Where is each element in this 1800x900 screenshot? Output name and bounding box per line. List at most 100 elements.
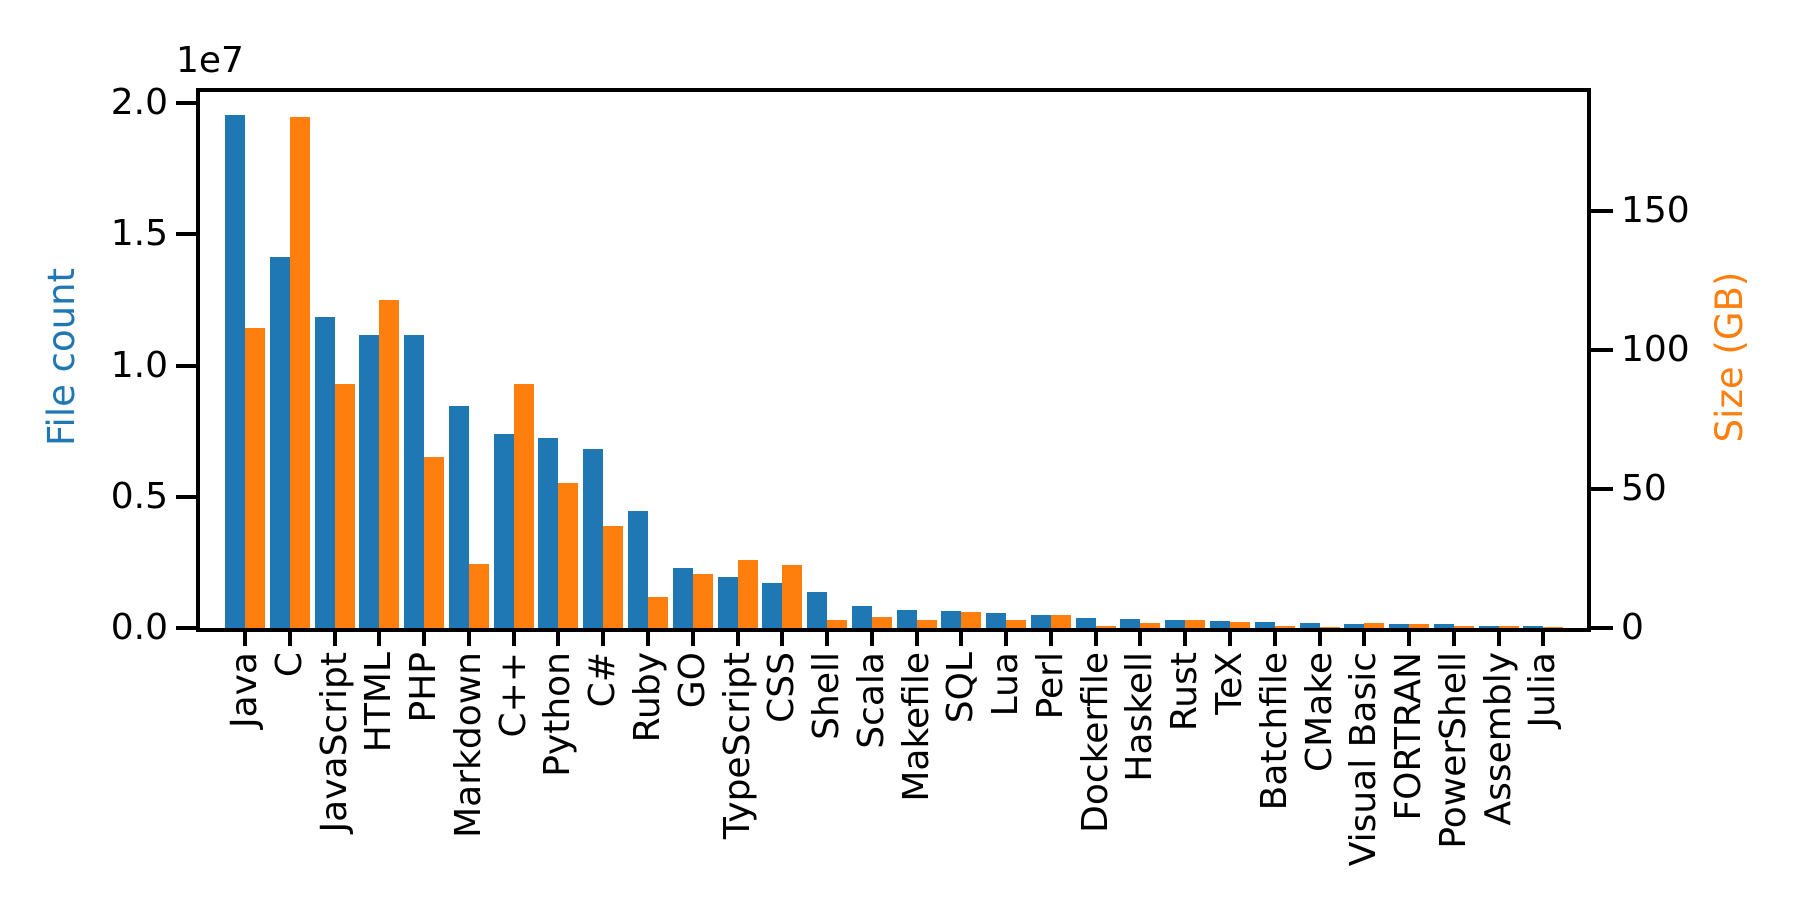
x-tick-lua [1004, 632, 1009, 646]
bar-size-gb-php [424, 457, 445, 628]
bar-file-count-makefile [896, 610, 917, 628]
bar-file-count-c- [583, 449, 604, 628]
y-tick-label-right-2: 100 [1621, 328, 1690, 370]
bar-file-count-html [359, 335, 380, 628]
x-tick-label-c-: C++ [492, 652, 534, 738]
bar-file-count-javascript [314, 317, 335, 628]
y-tick-label-left-2: 1.0 [110, 344, 168, 386]
x-tick-javascript [332, 632, 337, 646]
x-tick-label-scala: Scala [850, 652, 892, 749]
x-tick-assembly [1496, 632, 1501, 646]
bar-file-count-assembly [1478, 626, 1499, 628]
x-tick-haskell [1138, 632, 1143, 646]
x-tick-css [780, 632, 785, 646]
y-tick-right-1 [1589, 486, 1613, 491]
bar-file-count-perl [1030, 615, 1051, 628]
x-tick-label-javascript: JavaScript [313, 652, 355, 833]
x-tick-label-go: GO [671, 652, 713, 709]
bar-size-gb-html [379, 300, 400, 628]
bar-size-gb-cmake [1319, 627, 1340, 628]
x-tick-tex [1227, 632, 1232, 646]
bar-size-gb-java [245, 328, 265, 628]
bar-size-gb-julia [1543, 627, 1564, 628]
bar-file-count-lua [986, 613, 1007, 628]
x-tick-php [422, 632, 427, 646]
bar-file-count-c [269, 257, 290, 628]
bar-size-gb-dockerfile [1095, 626, 1116, 628]
x-tick-markdown [466, 632, 471, 646]
bar-size-gb-c- [513, 384, 534, 628]
x-tick-label-fortran: FORTRAN [1388, 652, 1429, 821]
bar-size-gb-shell [827, 620, 847, 628]
bar-file-count-go [672, 568, 693, 628]
bar-file-count-css [762, 583, 783, 628]
x-tick-label-lua: Lua [985, 652, 1027, 717]
x-tick-fortran [1407, 632, 1411, 646]
x-tick-label-php: PHP [403, 652, 445, 723]
x-tick-label-assembly: Assembly [1477, 652, 1519, 826]
x-tick-label-html: HTML [358, 652, 400, 753]
x-tick-ruby [645, 632, 650, 646]
x-tick-typescript [735, 632, 740, 646]
bar-size-gb-perl [1050, 615, 1071, 628]
bar-size-gb-fortran [1409, 624, 1429, 628]
bar-file-count-batchfile [1254, 622, 1275, 628]
x-tick-label-markdown: Markdown [447, 652, 489, 838]
y-tick-label-left-4: 2.0 [110, 82, 168, 123]
x-tick-batchfile [1272, 632, 1277, 646]
x-tick-html [377, 632, 382, 646]
y-tick-left-1 [176, 494, 200, 499]
y-tick-label-right-1: 50 [1621, 467, 1667, 509]
bar-file-count-cmake [1299, 623, 1320, 628]
y-tick-right-3 [1589, 208, 1613, 213]
x-tick-c [287, 632, 292, 646]
y-tick-label-left-0: 0.0 [110, 607, 168, 648]
x-tick-python [556, 632, 561, 646]
x-tick-label-julia: Julia [1522, 652, 1564, 728]
bar-size-gb-visual-basic [1364, 623, 1385, 628]
x-tick-cmake [1317, 632, 1322, 646]
bar-file-count-shell [807, 592, 827, 628]
x-tick-label-ruby: Ruby [626, 652, 668, 743]
x-tick-c- [511, 632, 516, 646]
bar-file-count-c- [493, 434, 514, 628]
y-tick-label-right-0: 0 [1621, 607, 1644, 648]
y-axis-offset-text: 1e7 [176, 40, 244, 81]
x-tick-sql [959, 632, 964, 646]
y-tick-left-2 [176, 363, 200, 368]
x-tick-dockerfile [1093, 632, 1098, 646]
bar-size-gb-makefile [916, 620, 937, 628]
y-tick-right-0 [1589, 626, 1613, 630]
bar-size-gb-ruby [647, 597, 668, 628]
y-tick-left-0 [176, 626, 200, 630]
bar-size-gb-batchfile [1274, 626, 1295, 628]
bar-size-gb-tex [1229, 622, 1250, 628]
x-tick-label-typescript: TypeScript [716, 652, 758, 840]
bar-size-gb-sql [961, 612, 982, 628]
bar-size-gb-rust [1185, 620, 1206, 628]
x-tick-go [690, 632, 695, 646]
bar-file-count-tex [1209, 621, 1230, 628]
bar-size-gb-python [558, 483, 579, 628]
x-tick-label-tex: TeX [1208, 652, 1250, 715]
x-tick-powershell [1451, 632, 1456, 646]
bar-file-count-rust [1165, 620, 1186, 628]
bar-file-count-python [538, 438, 559, 628]
bar-file-count-sql [941, 611, 962, 628]
y-tick-label-left-1: 0.5 [110, 475, 168, 517]
x-tick-label-rust: Rust [1164, 652, 1206, 732]
x-tick-label-c: C [268, 652, 310, 678]
x-tick-label-batchfile: Batchfile [1253, 652, 1295, 811]
bar-file-count-fortran [1389, 624, 1409, 628]
bar-file-count-visual-basic [1344, 624, 1365, 628]
x-tick-scala [869, 632, 874, 646]
y-tick-label-right-3: 150 [1621, 189, 1690, 231]
bar-file-count-ruby [627, 511, 648, 628]
x-tick-label-shell: Shell [806, 652, 847, 740]
bar-file-count-java [225, 115, 245, 628]
bar-size-gb-css [782, 565, 803, 628]
x-tick-label-powershell: PowerShell [1432, 652, 1474, 849]
x-tick-label-dockerfile: Dockerfile [1074, 652, 1116, 833]
bar-file-count-powershell [1433, 624, 1454, 628]
